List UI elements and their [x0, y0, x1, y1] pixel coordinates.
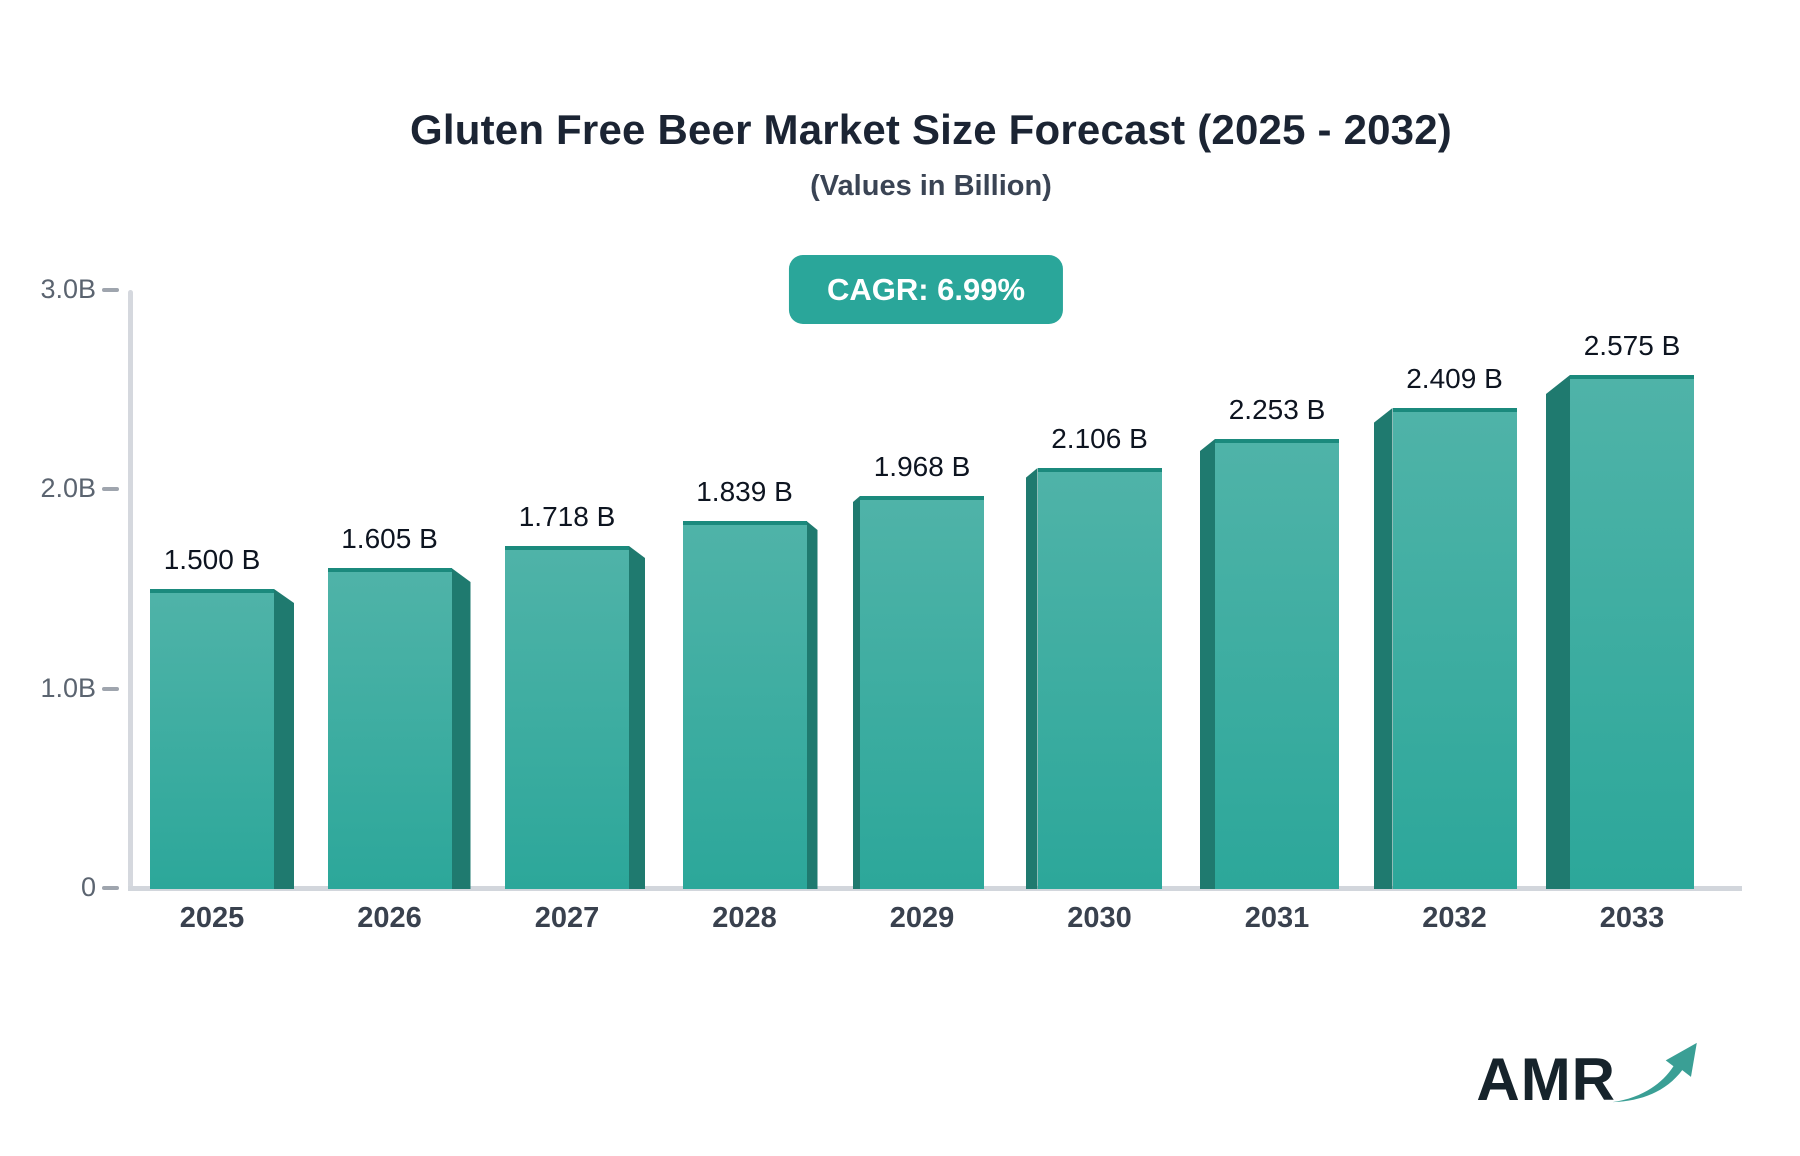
- bar-2032: [1392, 408, 1517, 889]
- bar-2033-side-face: [1546, 375, 1570, 889]
- amr-logo-text: AMR: [1476, 1046, 1616, 1113]
- x-axis-category-label: 2033: [1599, 902, 1665, 934]
- y-axis-tick-mark: [102, 686, 119, 691]
- bar-value-label: 1.605 B: [341, 523, 438, 554]
- y-axis-tick-label: 3.0B: [40, 274, 96, 304]
- x-axis-category-label: 2031: [1244, 902, 1310, 934]
- chart-header: Gluten Free Beer Market Size Forecast (2…: [62, 106, 1800, 203]
- bar-2026-side-face: [451, 568, 471, 889]
- y-axis-tick-label: 2.0B: [40, 473, 96, 504]
- bar-2030: [1037, 468, 1162, 889]
- amr-logo: AMR: [1476, 1040, 1700, 1110]
- x-axis-category-label: 2026: [357, 902, 422, 934]
- bar-2029: [860, 496, 984, 889]
- x-axis-category-label: 2030: [1067, 902, 1132, 934]
- bar-value-label: 2.409 B: [1406, 363, 1503, 394]
- bar-2027-side-face: [629, 546, 645, 889]
- y-axis-tick-label: 0: [80, 872, 96, 902]
- bar-2027: [505, 546, 629, 889]
- chart-title: Gluten Free Beer Market Size Forecast (2…: [410, 106, 1452, 153]
- bar-value-label: 1.839 B: [696, 476, 793, 507]
- bar-2031: [1215, 439, 1339, 889]
- x-axis-category-label: 2027: [534, 902, 600, 934]
- x-axis-category-label: 2025: [179, 902, 245, 934]
- x-axis-category-label: 2028: [712, 902, 777, 934]
- bar-2028-side-face: [806, 521, 818, 889]
- bar-2026: [327, 568, 452, 889]
- bar-value-label: 1.718 B: [518, 501, 616, 532]
- cagr-badge: CAGR: 6.99%: [788, 255, 1064, 324]
- x-axis-category-label: 2032: [1422, 902, 1487, 934]
- x-axis-category-label: 2029: [889, 902, 955, 934]
- growth-arrow-icon: [1612, 1042, 1697, 1103]
- y-axis-line: [128, 290, 133, 888]
- bar-2031-side-face: [1200, 439, 1215, 889]
- bar-2025-side-face: [274, 589, 294, 889]
- bar-value-label: 2.253 B: [1228, 394, 1326, 425]
- bar-2028: [682, 521, 807, 889]
- bar-2032-side-face: [1373, 408, 1393, 889]
- bar-2033: [1570, 375, 1694, 889]
- bar-2025: [150, 589, 274, 889]
- y-axis-tick-mark: [102, 487, 119, 492]
- bar-2030-side-face: [1025, 468, 1038, 889]
- chart-subtitle: (Values in Billion): [810, 170, 1052, 202]
- bar-2029-side-face: [853, 496, 860, 889]
- bar-value-label: 1.500 B: [163, 544, 261, 575]
- y-axis-tick-mark: [102, 288, 119, 292]
- bar-value-label: 1.968 B: [873, 451, 971, 482]
- y-axis-tick-label: 1.0B: [40, 672, 96, 703]
- bar-value-label: 2.106 B: [1051, 423, 1148, 454]
- bar-value-label: 2.575 B: [1583, 330, 1681, 361]
- y-axis-tick-mark: [102, 886, 119, 890]
